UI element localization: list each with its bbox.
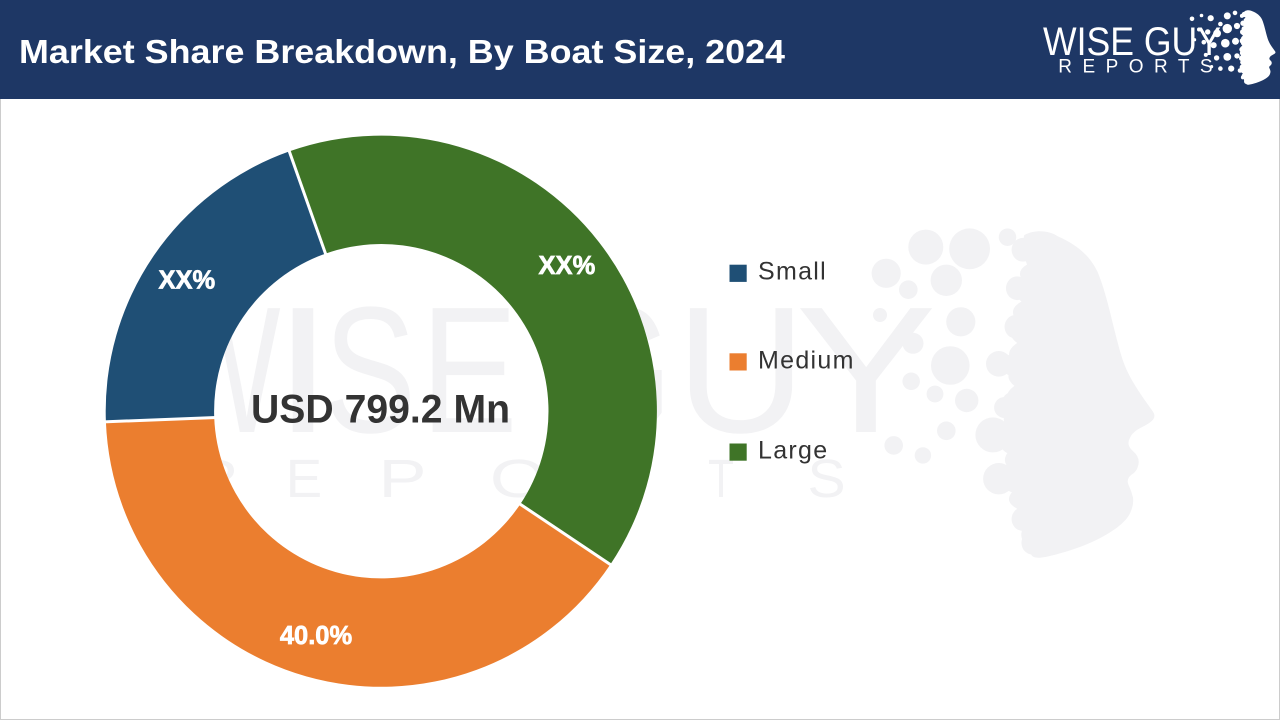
svg-text:Y: Y [795,269,937,470]
svg-text:Small: Small [758,257,827,285]
svg-text:WISE GUY: WISE GUY [1043,20,1221,64]
svg-text:Large: Large [758,436,828,464]
svg-text:E: E [286,448,322,509]
svg-text:40.0%: 40.0% [280,622,352,650]
svg-text:S: S [324,271,416,472]
svg-text:S: S [808,448,846,508]
svg-text:I: I [272,269,333,471]
svg-text:XX%: XX% [539,252,596,280]
svg-text:USD 799.2 Mn: USD 799.2 Mn [251,388,510,432]
svg-text:Market Share Breakdown, By Boa: Market Share Breakdown, By Boat Size, 20… [19,34,785,71]
svg-text:Medium: Medium [758,346,855,374]
svg-text:XX%: XX% [158,267,215,295]
svg-text:P: P [378,448,426,509]
svg-text:E: E [421,269,518,470]
